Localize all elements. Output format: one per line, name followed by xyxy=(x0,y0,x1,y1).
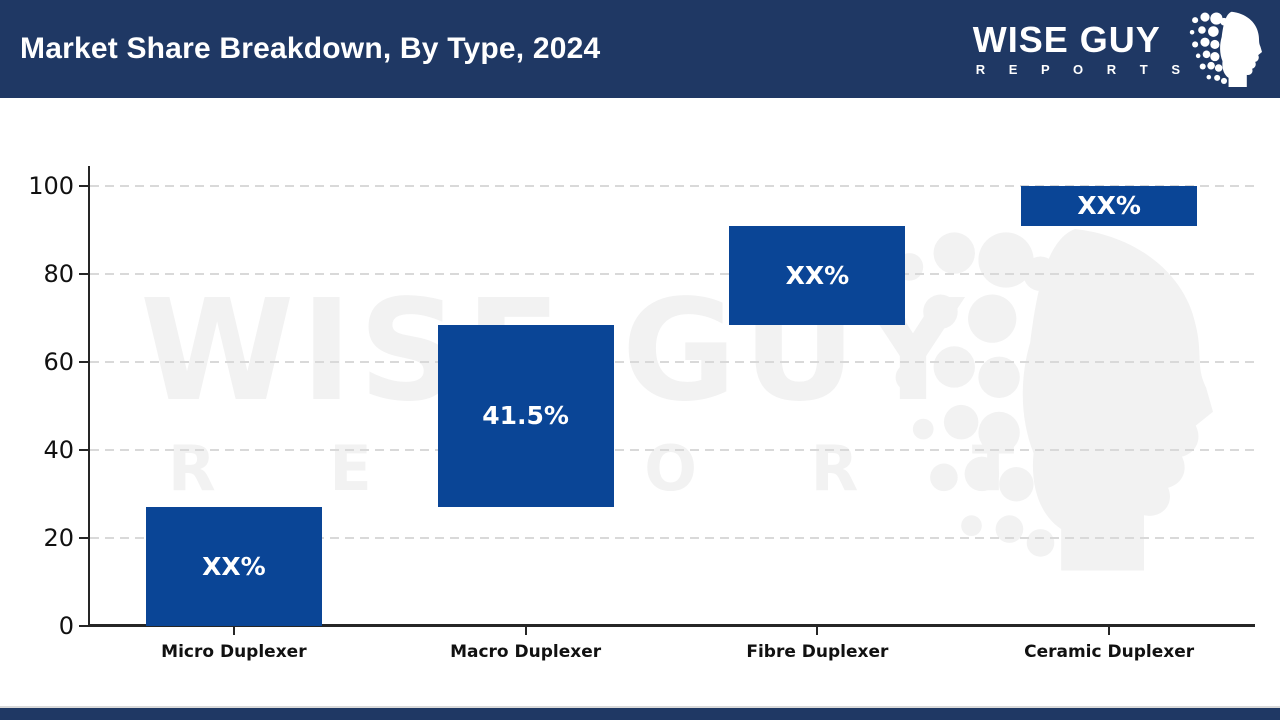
plot-area: 0 20 40 60 80 100 XX% Micro Duplexer 41.5% Macro … xyxy=(28,166,1255,662)
bar-value-label: XX% xyxy=(202,552,266,582)
x-tick-mark xyxy=(232,627,235,635)
x-axis-category-label: Micro Duplexer xyxy=(161,642,307,662)
brand-logo-subtitle: R E P O R T S xyxy=(975,61,1190,77)
face-dots-icon xyxy=(1186,9,1262,89)
header-bar: Market Share Breakdown, By Type, 2024 WI… xyxy=(0,0,1280,98)
bar: 41.5% xyxy=(437,324,614,508)
gridline xyxy=(90,449,1255,451)
brand-logo-name: WISE GUY xyxy=(972,18,1161,60)
y-axis-spine xyxy=(88,166,90,626)
y-tick-label: 40 xyxy=(43,436,74,464)
gridline xyxy=(90,361,1255,363)
x-tick-mark xyxy=(1108,627,1111,635)
y-tick-mark xyxy=(79,625,88,627)
footer-bar xyxy=(0,706,1280,720)
y-tick-label: 100 xyxy=(28,172,74,200)
y-tick-label: 20 xyxy=(43,524,74,552)
gridline xyxy=(90,273,1255,275)
y-tick-mark xyxy=(79,537,88,539)
y-tick-label: 80 xyxy=(43,260,74,288)
brand-logo: WISE GUY R E P O R T S xyxy=(973,9,1262,89)
x-tick-mark xyxy=(816,627,819,635)
y-tick-label: 0 xyxy=(58,612,74,640)
x-axis-category-label: Fibre Duplexer xyxy=(746,642,889,662)
y-tick-label: 60 xyxy=(43,348,74,376)
y-tick-mark xyxy=(79,185,88,187)
bar-value-label: XX% xyxy=(785,260,850,290)
x-axis-category-label: Ceramic Duplexer xyxy=(1024,642,1195,662)
gridline xyxy=(90,185,1255,187)
y-tick-mark xyxy=(79,273,88,275)
bar: XX% xyxy=(1021,186,1198,226)
page-title: Market Share Breakdown, By Type, 2024 xyxy=(20,32,601,65)
bar: XX% xyxy=(145,507,322,626)
bar-value-label: XX% xyxy=(1077,191,1141,221)
brand-logo-text: WISE GUY R E P O R T S xyxy=(972,18,1190,77)
x-tick-mark xyxy=(524,627,527,635)
bar-value-label: 41.5% xyxy=(482,401,569,431)
y-tick-mark xyxy=(79,449,88,451)
x-axis-line xyxy=(88,624,1255,627)
bar: XX% xyxy=(729,225,906,325)
x-axis-category-label: Macro Duplexer xyxy=(450,642,602,662)
gridline xyxy=(90,537,1255,539)
y-tick-mark xyxy=(79,361,88,363)
